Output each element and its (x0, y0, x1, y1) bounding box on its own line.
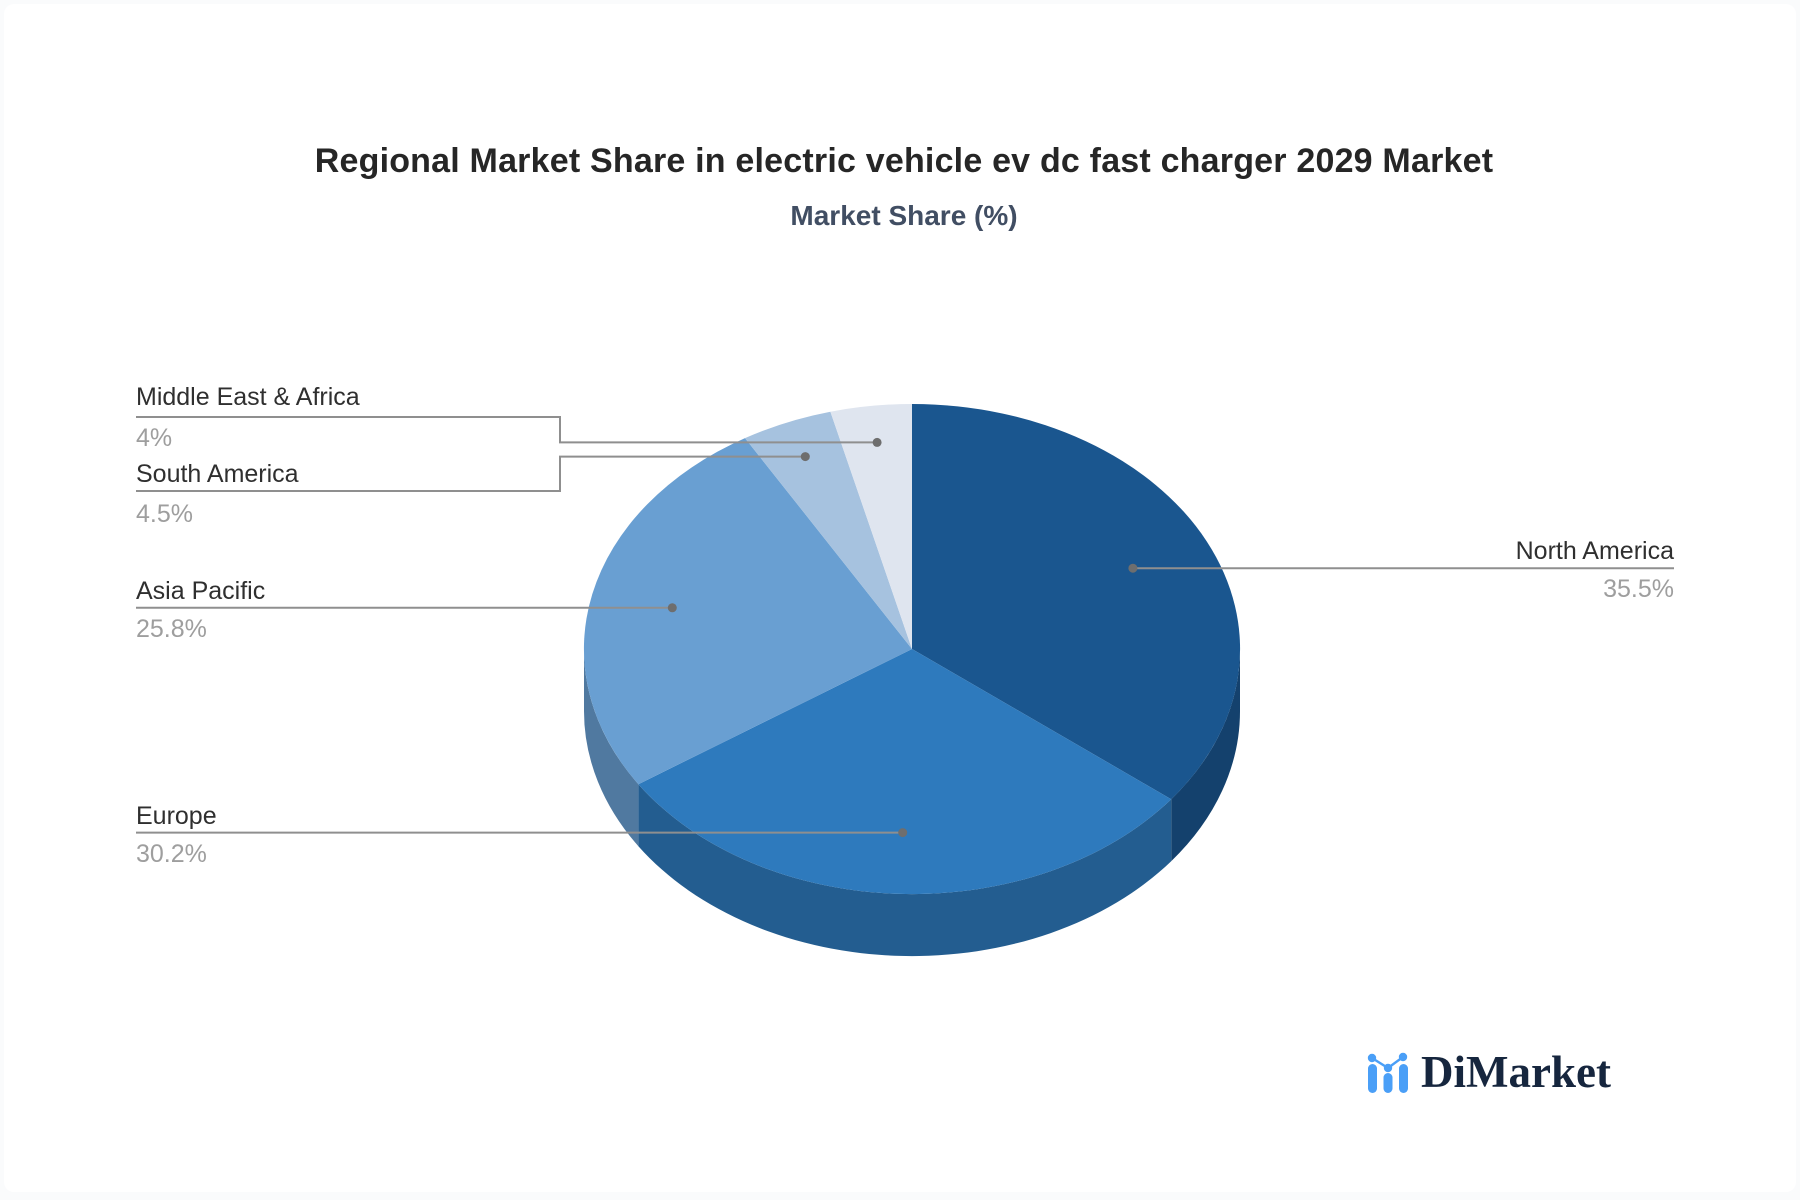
callout-value-middle-east-africa: 4% (136, 424, 172, 453)
leader-dot-north-america (1128, 564, 1137, 573)
leader-dot-south-america (801, 452, 810, 461)
dimarket-logo: DiMarket (1367, 1046, 1611, 1094)
callout-label-south-america: South America (136, 460, 299, 489)
leader-dot-asia-pacific (668, 603, 677, 612)
callout-value-north-america: 35.5% (1603, 575, 1674, 604)
logo-text: DiMarket (1421, 1050, 1611, 1094)
leader-dot-middle-east-africa (873, 438, 882, 447)
leader-dot-europe (898, 828, 907, 837)
callout-value-europe: 30.2% (136, 840, 207, 869)
pie-chart-canvas (4, 4, 1800, 1200)
callout-label-europe: Europe (136, 802, 217, 831)
report-card: Regional Market Share in electric vehicl… (4, 4, 1796, 1192)
bar-chart-with-trend-dots-icon (1367, 1052, 1411, 1093)
callout-label-middle-east-africa: Middle East & Africa (136, 383, 360, 412)
callout-value-asia-pacific: 25.8% (136, 615, 207, 644)
callout-value-south-america: 4.5% (136, 500, 193, 529)
callout-label-asia-pacific: Asia Pacific (136, 577, 265, 606)
callout-label-north-america: North America (1516, 537, 1674, 566)
chart-area: Regional Market Share in electric vehicl… (4, 4, 1800, 1200)
